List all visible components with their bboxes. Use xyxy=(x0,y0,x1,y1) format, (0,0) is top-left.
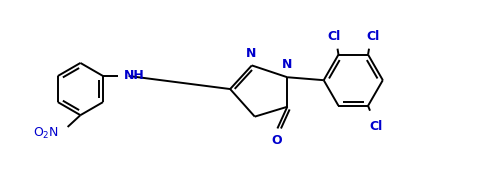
Text: Cl: Cl xyxy=(369,120,383,133)
Text: N: N xyxy=(282,58,293,71)
Text: O: O xyxy=(271,134,282,147)
Text: $\mathrm{O_2N}$: $\mathrm{O_2N}$ xyxy=(33,126,59,141)
Text: Cl: Cl xyxy=(366,30,379,43)
Text: NH: NH xyxy=(124,68,145,82)
Text: N: N xyxy=(246,46,256,60)
Text: Cl: Cl xyxy=(327,30,340,43)
